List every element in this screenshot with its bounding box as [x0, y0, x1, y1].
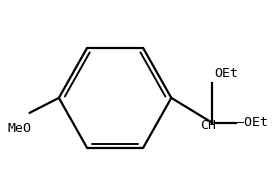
Text: —OEt: —OEt: [236, 116, 268, 129]
Text: CH: CH: [200, 119, 216, 132]
Text: MeO: MeO: [7, 122, 31, 135]
Text: OEt: OEt: [215, 67, 239, 80]
